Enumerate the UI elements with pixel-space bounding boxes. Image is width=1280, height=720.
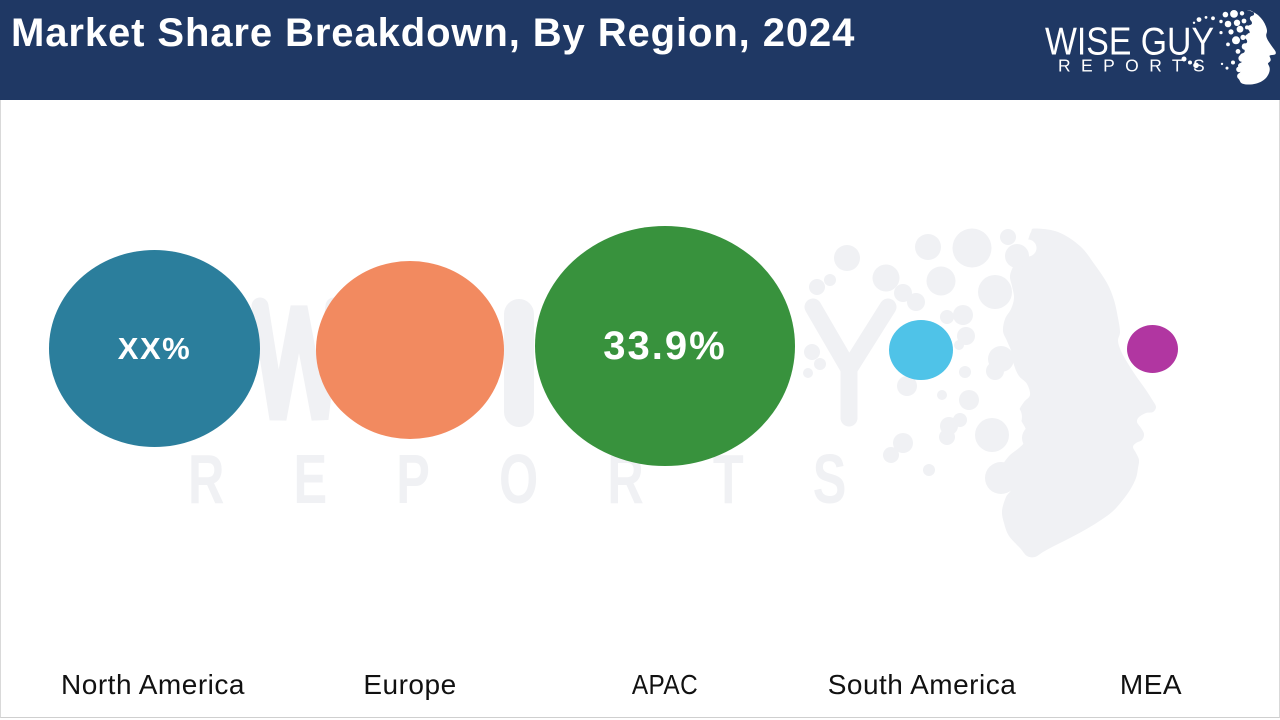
svg-text:WISE GUY: WISE GUY [1045, 21, 1214, 64]
svg-text:REPORTS: REPORTS [1058, 56, 1215, 76]
